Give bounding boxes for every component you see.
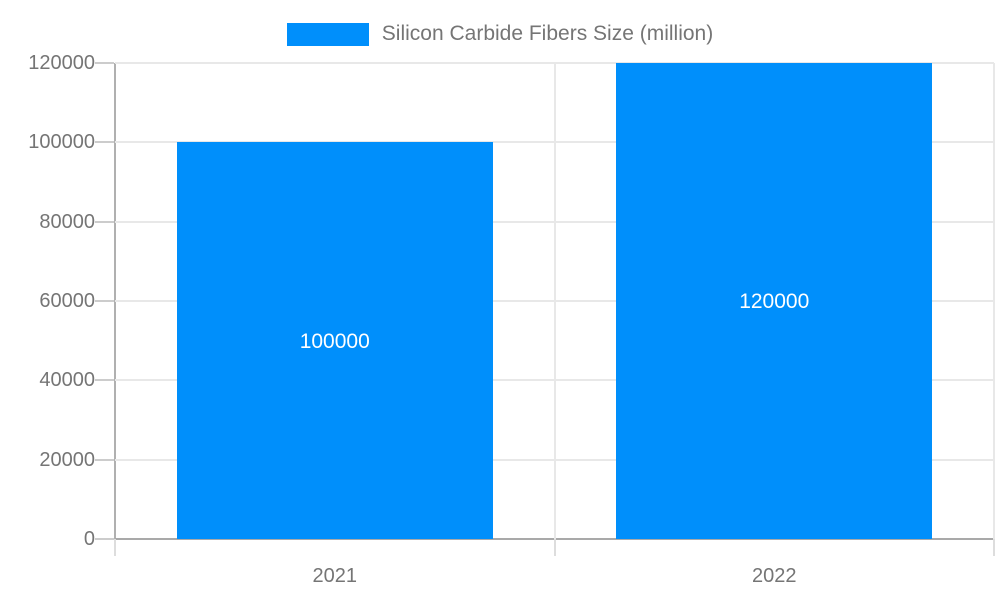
y-axis-tick [95,458,114,461]
x-gridline [553,63,556,539]
legend-swatch [286,22,369,46]
bar-value-label: 100000 [299,329,370,353]
bar [176,142,493,539]
x-tick-label: 2022 [752,565,797,587]
y-tick-label: 80000 [39,210,95,233]
y-axis-tick [95,141,114,144]
bar [616,63,933,539]
y-tick-label: 20000 [39,448,95,471]
y-tick-label: 120000 [28,52,95,74]
y-tick-label: 60000 [39,290,95,312]
x-axis-tick [553,539,556,556]
x-gridline [993,63,995,539]
y-tick-label: 40000 [39,369,95,392]
legend-label: Silicon Carbide Fibers Size (million) [381,22,714,45]
y-axis-tick [95,379,114,382]
x-axis-tick [114,539,116,556]
y-tick-label: 100000 [28,131,95,154]
y-axis-tick [95,538,114,540]
y-tick-label: 0 [83,528,95,550]
y-axis-tick [95,62,114,64]
bar-value-label: 120000 [739,290,810,313]
y-axis-tick [95,220,114,223]
x-tick-label: 2021 [312,565,358,587]
chart-legend: Silicon Carbide Fibers Size (million) [0,22,1000,46]
y-axis-tick [95,300,114,302]
plot-area: 100000 120000 [95,62,995,556]
x-axis-tick [993,539,995,556]
